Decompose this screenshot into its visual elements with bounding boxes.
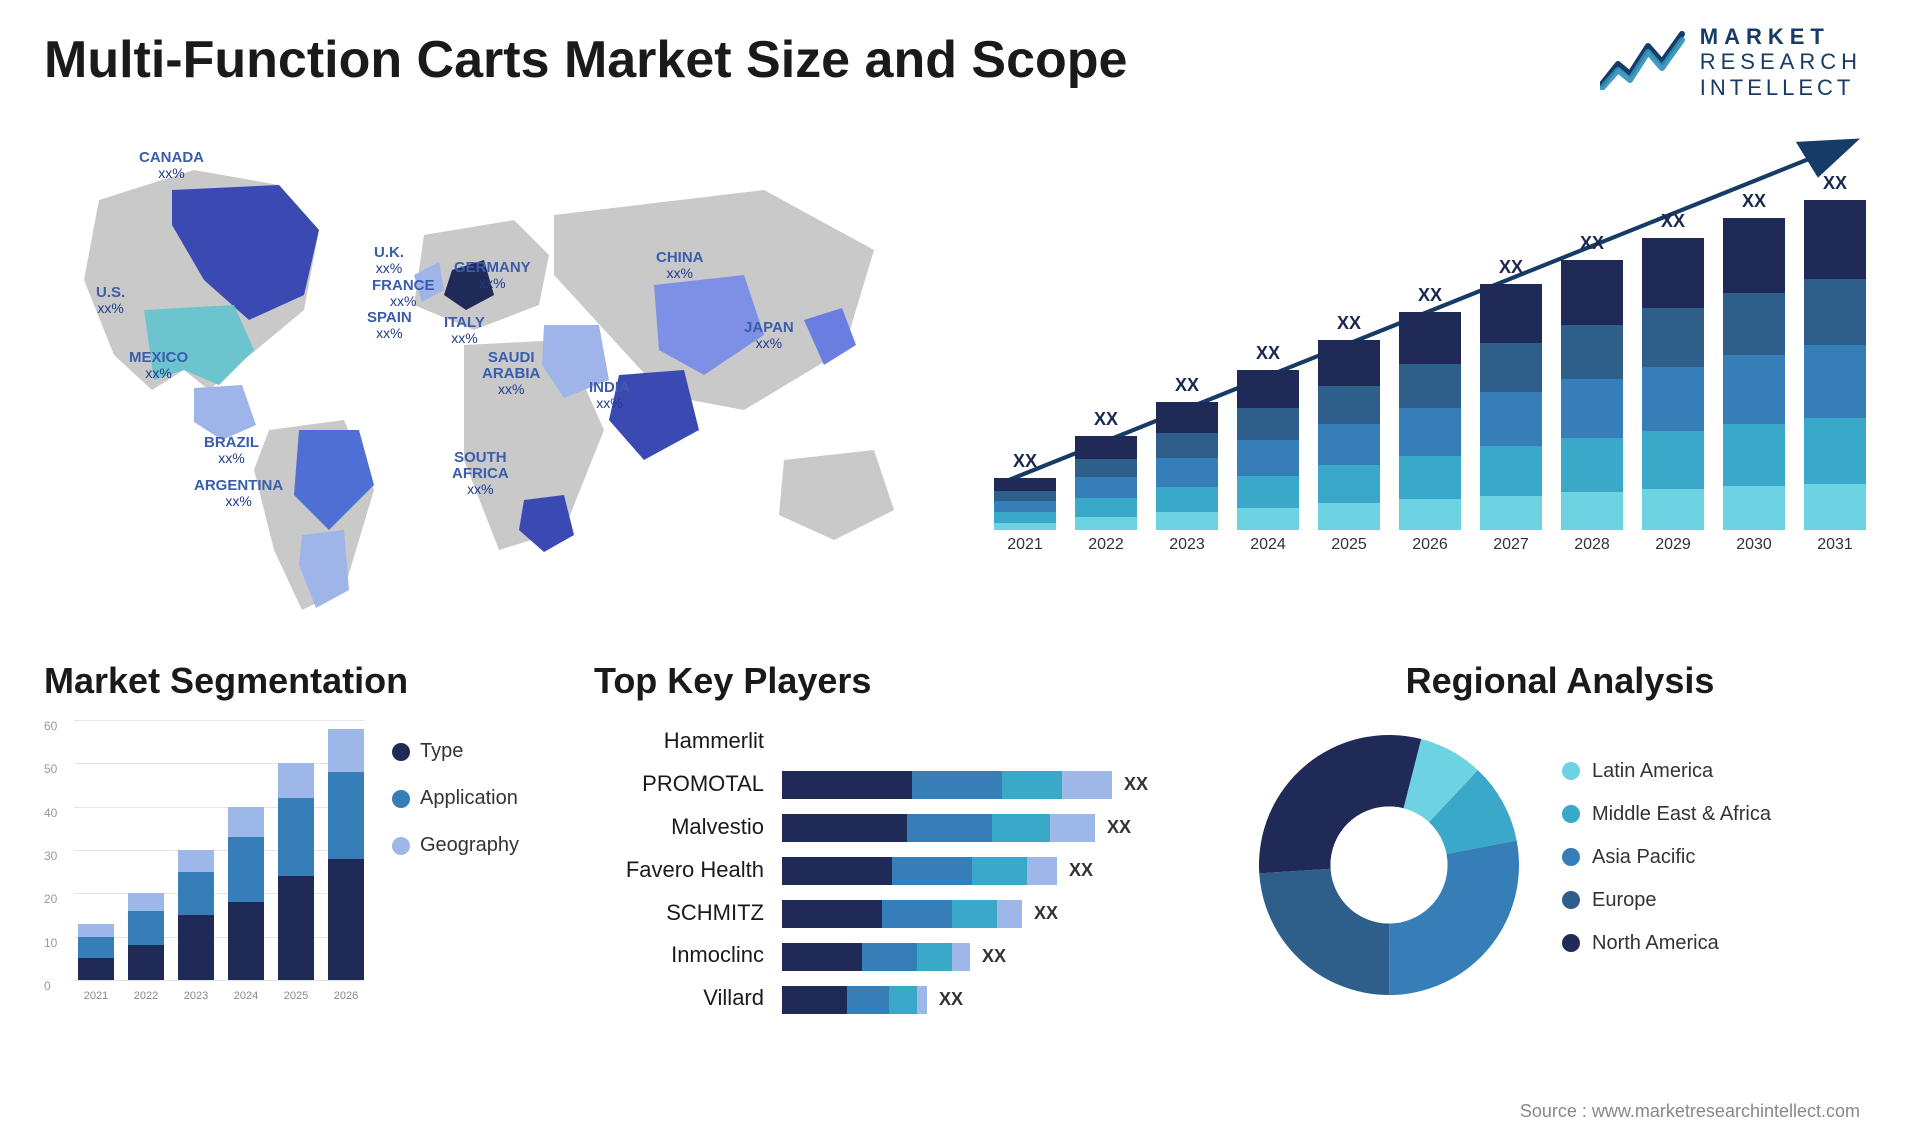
legend-item: North America (1562, 932, 1876, 955)
segmentation-bar (178, 850, 214, 980)
player-bar-row: XX (782, 806, 1214, 849)
legend-item: Middle East & Africa (1562, 803, 1876, 826)
map-label: MEXICOxx% (129, 350, 188, 380)
map-label: SOUTHAFRICAxx% (452, 450, 509, 496)
world-map: CANADAxx% U.S.xx% MEXICOxx% BRAZILxx% ARGENT… (44, 130, 944, 630)
segmentation-bar (228, 807, 264, 980)
logo-icon (1600, 28, 1686, 95)
map-label: INDIAxx% (589, 380, 630, 410)
player-name: Malvestio (594, 806, 764, 849)
player-bar-row: XX (782, 720, 1214, 763)
players-names: HammerlitPROMOTALMalvestioFavero HealthS… (594, 720, 764, 1021)
segmentation-bar (328, 729, 364, 980)
map-label: BRAZILxx% (204, 435, 259, 465)
segmentation-bar (78, 924, 114, 980)
player-name: Villard (594, 977, 764, 1020)
player-bar-row: XX (782, 763, 1214, 806)
growth-bar: XX (1237, 343, 1299, 530)
player-name: SCHMITZ (594, 892, 764, 935)
growth-bar: XX (1156, 375, 1218, 530)
map-label: U.K.xx% (374, 245, 404, 275)
map-label: CHINAxx% (656, 250, 704, 280)
legend-item: Application (392, 787, 519, 810)
player-name: PROMOTAL (594, 763, 764, 806)
growth-bar: XX (1480, 257, 1542, 530)
growth-bar: XX (1075, 409, 1137, 530)
growth-bar: XX (1804, 173, 1866, 530)
segmentation-panel: Market Segmentation 0102030405060 202120… (44, 660, 564, 1030)
segmentation-bar (278, 763, 314, 980)
growth-bar: XX (1318, 313, 1380, 530)
legend-item: Geography (392, 834, 519, 857)
growth-bar: XX (1399, 285, 1461, 530)
legend-item: Type (392, 740, 519, 763)
player-name: Hammerlit (594, 720, 764, 763)
source-credit: Source : www.marketresearchintellect.com (1520, 1101, 1860, 1122)
legend-item: Latin America (1562, 760, 1876, 783)
segmentation-bar (128, 893, 164, 980)
growth-bar: XX (1723, 191, 1785, 530)
regional-panel: Regional Analysis Latin America Middle Ea… (1244, 660, 1876, 1030)
growth-bar: XX (994, 451, 1056, 530)
players-panel: Top Key Players HammerlitPROMOTALMalvest… (594, 660, 1214, 1030)
player-bar-row: XX (782, 978, 1214, 1021)
segmentation-chart: 0102030405060 202120222023202420252026 (44, 720, 364, 1010)
growth-bar-chart: XXXXXXXXXXXXXXXXXXXXXX 20212022202320242… (984, 130, 1876, 630)
player-name: Inmoclinc (594, 934, 764, 977)
map-label: FRANCExx% (372, 278, 435, 308)
map-label: U.S.xx% (96, 285, 125, 315)
map-label: SAUDIARABIAxx% (482, 350, 540, 396)
player-bar-row: XX (782, 849, 1214, 892)
growth-bar: XX (1561, 233, 1623, 530)
map-label: GERMANYxx% (454, 260, 531, 290)
logo-text: MARKET RESEARCH INTELLECT (1700, 24, 1862, 100)
player-bar-row: XX (782, 892, 1214, 935)
player-bar-row: XX (782, 935, 1214, 978)
regional-legend: Latin America Middle East & Africa Asia Pa… (1562, 756, 1876, 975)
player-name: Favero Health (594, 849, 764, 892)
map-label: SPAINxx% (367, 310, 412, 340)
brand-logo: MARKET RESEARCH INTELLECT (1600, 24, 1862, 100)
segmentation-legend: Type Application Geography (392, 720, 519, 1010)
legend-item: Asia Pacific (1562, 846, 1876, 869)
growth-bar: XX (1642, 211, 1704, 530)
regional-donut (1244, 720, 1534, 1010)
map-label: ARGENTINAxx% (194, 478, 283, 508)
map-label: JAPANxx% (744, 320, 794, 350)
segmentation-title: Market Segmentation (44, 660, 564, 702)
players-bars: XXXXXXXXXXXXXX (782, 720, 1214, 1021)
regional-title: Regional Analysis (1244, 660, 1876, 702)
legend-item: Europe (1562, 889, 1876, 912)
map-label: ITALYxx% (444, 315, 485, 345)
map-label: CANADAxx% (139, 150, 204, 180)
players-title: Top Key Players (594, 660, 1214, 702)
